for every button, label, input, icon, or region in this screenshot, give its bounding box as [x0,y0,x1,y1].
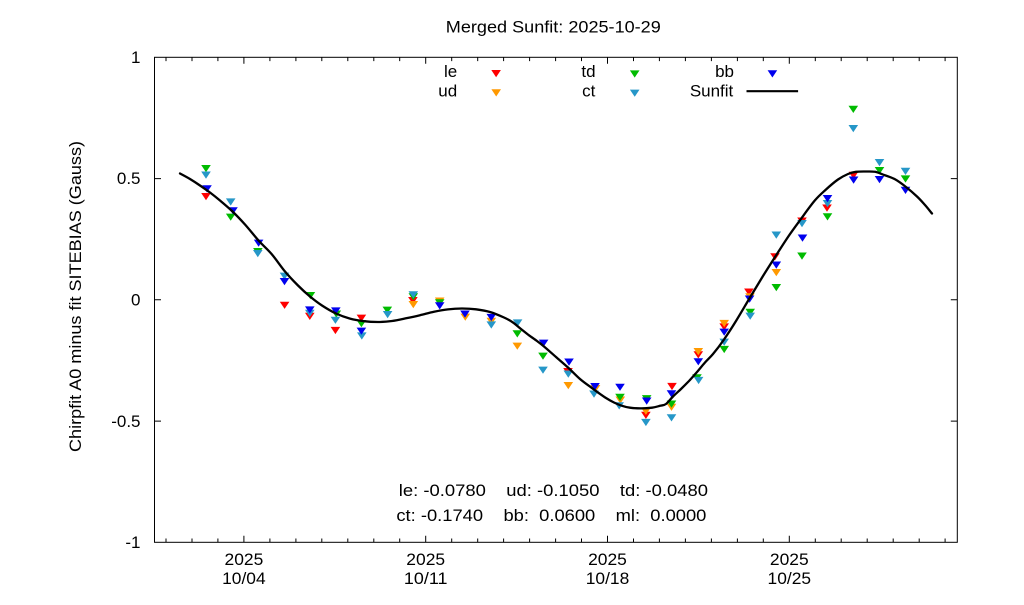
svg-text:-1: -1 [125,533,140,552]
svg-text:10/25: 10/25 [768,569,812,588]
svg-text:10/04: 10/04 [222,569,266,588]
svg-text:1: 1 [131,48,140,67]
svg-text:0.5: 0.5 [117,169,141,188]
svg-text:0: 0 [131,291,140,310]
svg-text:Sunfit: Sunfit [690,82,734,101]
svg-text:bb: bb [715,62,734,81]
svg-text:10/11: 10/11 [404,569,448,588]
svg-text:2025: 2025 [225,550,264,569]
svg-text:Merged Sunfit: 2025-10-29: Merged Sunfit: 2025-10-29 [446,18,661,37]
svg-text:ct: ct [582,82,596,101]
svg-text:le: -0.0780 ud: -0.1050: le: -0.0780 ud: -0.1050 td: -0.0480 [399,481,708,500]
svg-text:le: le [444,62,457,81]
svg-text:2025: 2025 [770,550,809,569]
svg-text:10/18: 10/18 [586,569,630,588]
svg-text:ct: -0.1740 bb: 0.0600: ct: -0.1740 bb: 0.0600 ml: 0.0000 [396,506,706,525]
svg-text:2025: 2025 [406,550,445,569]
svg-text:td: td [581,62,595,81]
svg-text:2025: 2025 [588,550,627,569]
svg-text:ud: ud [438,82,457,101]
svg-text:-0.5: -0.5 [111,412,140,431]
svg-text:Chirpfit A0 minus fit SITEBIAS: Chirpfit A0 minus fit SITEBIAS (Gauss) [66,141,85,452]
